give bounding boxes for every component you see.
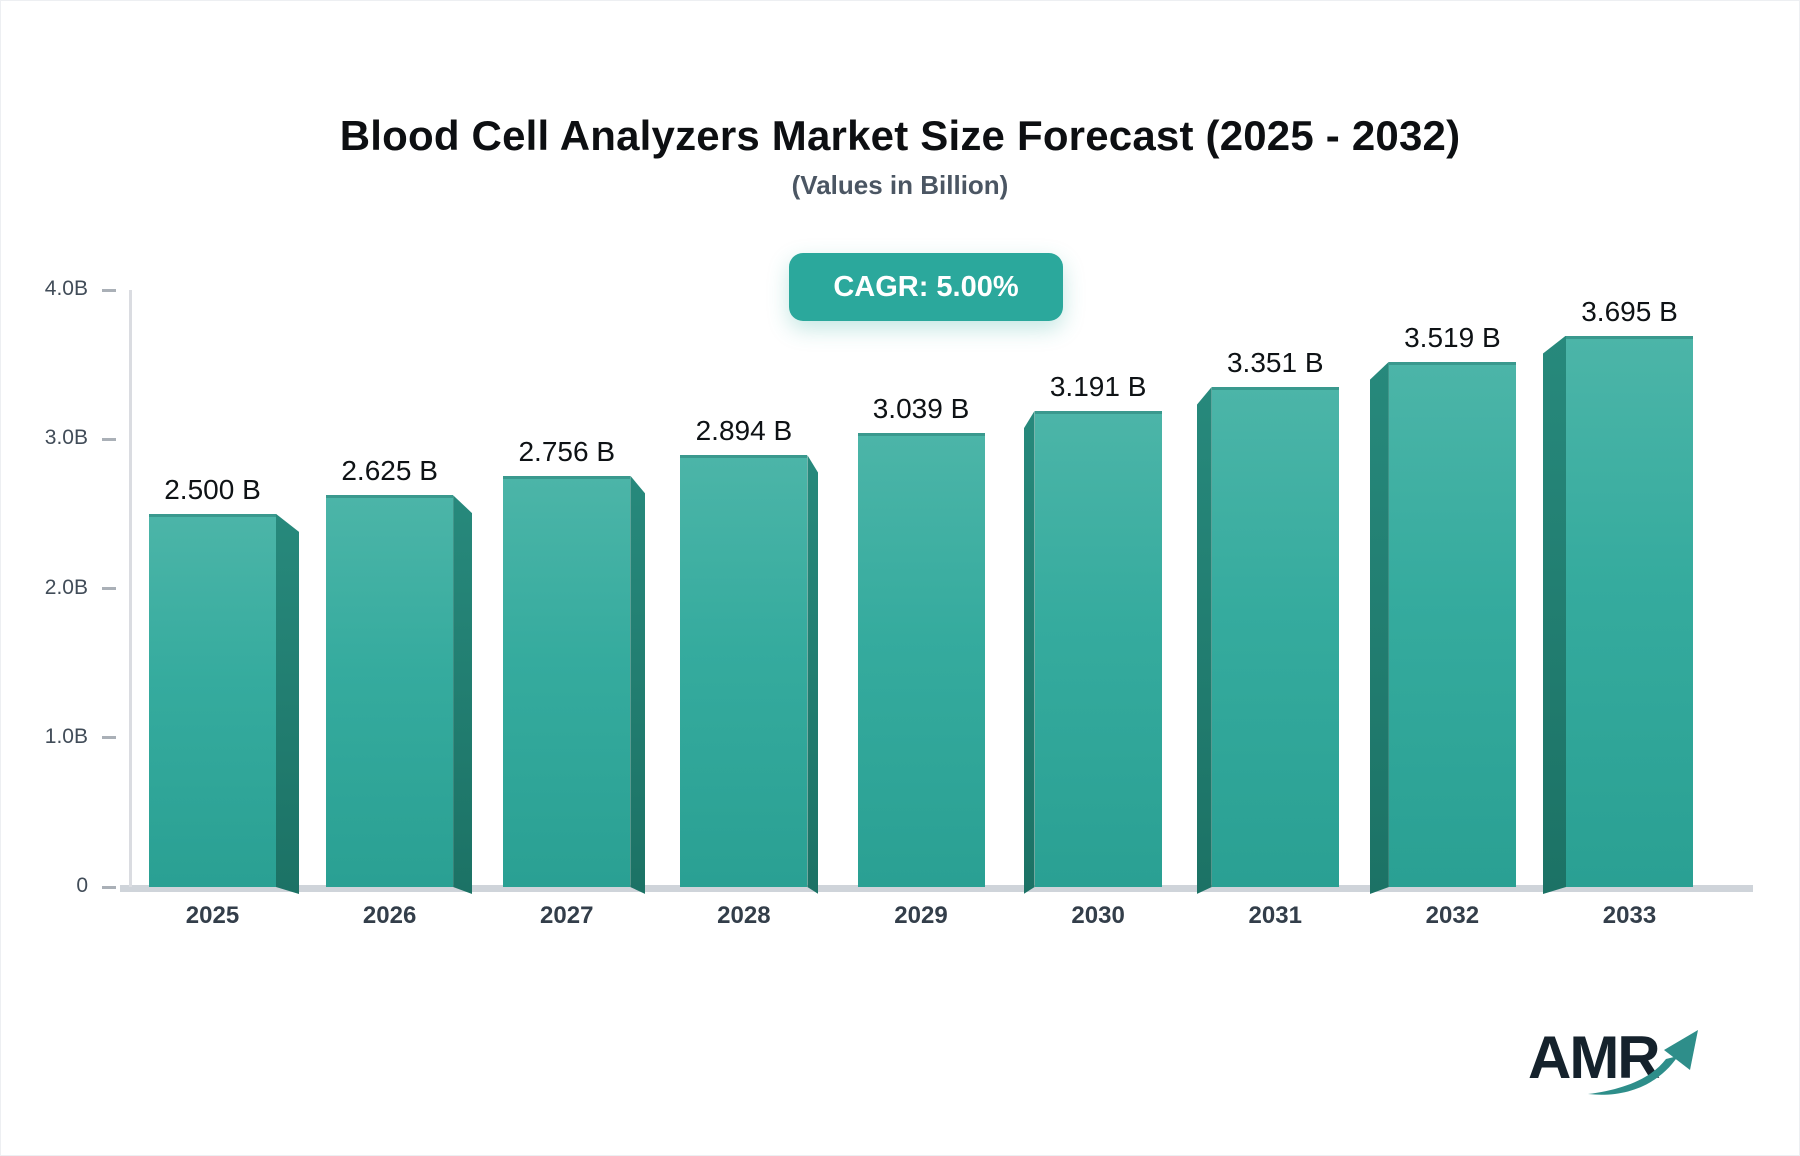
bar-side-2027 (630, 476, 645, 894)
y-tick-label-0: 0 (76, 874, 88, 897)
x-label-2031: 2031 (1248, 902, 1302, 929)
y-tick-0 (102, 885, 116, 889)
x-label-2025: 2025 (185, 902, 240, 929)
y-tick-label-1.0B: 1.0B (44, 724, 88, 748)
y-tick-2.0B (102, 587, 116, 590)
cagr-badge: CAGR: 5.00% (789, 253, 1063, 321)
x-label-2032: 2032 (1425, 902, 1480, 929)
y-tick-3.0B (102, 437, 116, 441)
bar-value-2032: 3.519 B (1404, 321, 1501, 353)
bar-side-2028 (807, 455, 818, 894)
axis-baseline (120, 885, 1753, 892)
bar-2025 (149, 513, 276, 887)
bar-side-2033 (1543, 336, 1566, 894)
x-label-2026: 2026 (362, 902, 417, 929)
bar-side-2031 (1197, 387, 1212, 894)
bar-2026 (326, 495, 454, 887)
bar-side-2026 (453, 495, 472, 894)
bar-value-2030: 3.191 B (1049, 370, 1147, 402)
bar-value-2025: 2.500 B (164, 473, 261, 505)
bar-2027 (503, 475, 631, 887)
bar-value-2027: 2.756 B (518, 435, 616, 467)
bar-side-2032 (1370, 362, 1389, 894)
bar-2032 (1388, 361, 1516, 887)
y-tick-4.0B (102, 288, 116, 292)
bar-2033 (1566, 335, 1693, 887)
y-tick-1.0B (102, 736, 116, 740)
axis-y-line (129, 290, 132, 887)
bar-2031 (1211, 386, 1339, 887)
bar-2029 (857, 433, 985, 887)
bar-value-2033: 3.695 B (1581, 295, 1678, 327)
bar-value-2028: 2.894 B (695, 415, 793, 447)
y-tick-label-2.0B: 2.0B (44, 575, 88, 599)
y-tick-label-4.0B: 4.0B (44, 277, 88, 300)
y-tick-label-3.0B: 3.0B (44, 426, 88, 450)
x-label-2033: 2033 (1602, 902, 1657, 929)
trend-up-arrow-icon (1588, 1030, 1698, 1095)
bar-value-2026: 2.625 B (341, 455, 438, 487)
bar-value-2029: 3.039 B (872, 393, 970, 425)
x-label-2027: 2027 (540, 902, 594, 929)
bar-2030 (1034, 410, 1162, 887)
bar-value-2031: 3.351 B (1226, 346, 1324, 378)
x-label-2030: 2030 (1071, 902, 1125, 929)
chart-subtitle: (Values in Billion) (791, 170, 1009, 200)
amr-logo-text: AMR (1528, 1024, 1661, 1091)
bar-side-2025 (276, 514, 299, 894)
x-label-2029: 2029 (894, 902, 948, 929)
chart-title: Blood Cell Analyzers Market Size Forecas… (339, 112, 1461, 159)
bar-side-2030 (1024, 411, 1035, 894)
bar-2028 (680, 455, 808, 887)
x-label-2028: 2028 (717, 902, 771, 929)
